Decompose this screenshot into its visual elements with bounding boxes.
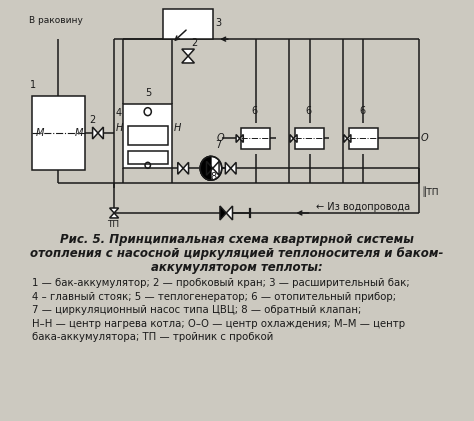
Text: ТП: ТП (107, 220, 119, 229)
Text: 6: 6 (305, 106, 311, 116)
Polygon shape (347, 134, 351, 142)
Text: М: М (74, 128, 83, 138)
Polygon shape (290, 134, 293, 142)
Text: 3: 3 (216, 18, 222, 28)
Polygon shape (344, 134, 347, 142)
Polygon shape (220, 206, 226, 220)
Text: аккумулятором теплоты:: аккумулятором теплоты: (151, 261, 323, 274)
Text: бака-аккумулятора; ТП — тройник с пробкой: бака-аккумулятора; ТП — тройник с пробко… (32, 332, 273, 342)
Text: 2: 2 (89, 115, 95, 125)
Polygon shape (225, 163, 231, 174)
Polygon shape (207, 161, 213, 175)
Circle shape (200, 156, 222, 180)
Text: Н: Н (173, 123, 181, 133)
Text: Рис. 5. Принципиальная схема квартирной системы: Рис. 5. Принципиальная схема квартирной … (60, 233, 414, 246)
Text: ← Из водопровода: ← Из водопровода (316, 202, 410, 212)
Text: 4: 4 (116, 108, 122, 117)
Polygon shape (200, 156, 211, 180)
Text: М: М (36, 128, 45, 138)
Text: 7 — циркуляционный насос типа ЦВЦ; 8 — обратный клапан;: 7 — циркуляционный насос типа ЦВЦ; 8 — о… (32, 305, 361, 315)
Polygon shape (98, 127, 103, 139)
Text: 1: 1 (30, 80, 36, 90)
Text: О: О (421, 133, 428, 144)
Polygon shape (231, 163, 236, 174)
Text: отопления с насосной циркуляцией теплоносителя и баком-: отопления с насосной циркуляцией теплоно… (30, 247, 444, 260)
Text: 6: 6 (251, 106, 257, 116)
Polygon shape (293, 134, 297, 142)
Polygon shape (213, 161, 219, 175)
Bar (295, 128, 324, 149)
Text: 1 — бак-аккумулятор; 2 — пробковый кран; 3 — расширительный бак;: 1 — бак-аккумулятор; 2 — пробковый кран;… (32, 279, 409, 288)
Text: Н–Н — центр нагрева котла; О–О — центр охлаждения; М–М — центр: Н–Н — центр нагрева котла; О–О — центр о… (32, 319, 405, 329)
Text: 4 – главный стояк; 5 — теплогенератор; 6 — отопительный прибор;: 4 – главный стояк; 5 — теплогенератор; 6… (32, 292, 396, 302)
Polygon shape (182, 49, 194, 56)
Text: В раковину: В раковину (29, 16, 83, 25)
Text: 7: 7 (216, 141, 222, 150)
Text: Н: Н (116, 123, 123, 133)
Bar (241, 128, 270, 149)
Bar (128, 152, 168, 164)
Text: О: О (216, 133, 224, 144)
Text: 2: 2 (191, 38, 198, 48)
Polygon shape (109, 213, 118, 218)
Bar (128, 125, 168, 145)
Polygon shape (92, 127, 98, 139)
Bar (123, 104, 173, 168)
Polygon shape (240, 134, 243, 142)
Polygon shape (182, 56, 194, 63)
Bar (164, 9, 213, 39)
Polygon shape (183, 163, 189, 174)
Bar (349, 128, 378, 149)
Polygon shape (109, 208, 118, 213)
Text: ║ТП: ║ТП (422, 187, 439, 197)
Bar (32, 96, 85, 170)
Polygon shape (226, 206, 233, 220)
Text: 6: 6 (359, 106, 365, 116)
Text: 8: 8 (210, 172, 216, 182)
Polygon shape (236, 134, 240, 142)
Text: 5: 5 (145, 88, 151, 98)
Polygon shape (178, 163, 183, 174)
